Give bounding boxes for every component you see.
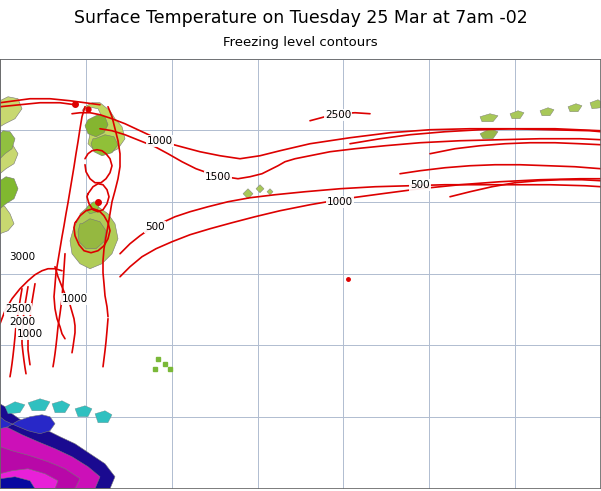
Polygon shape: [0, 477, 35, 489]
Polygon shape: [5, 402, 25, 414]
Polygon shape: [0, 131, 15, 159]
Polygon shape: [243, 189, 253, 199]
Text: 500: 500: [410, 180, 430, 190]
Polygon shape: [510, 111, 524, 119]
Polygon shape: [78, 218, 106, 249]
Text: Freezing level contours: Freezing level contours: [223, 36, 378, 49]
Polygon shape: [0, 447, 80, 489]
Polygon shape: [0, 469, 58, 489]
Polygon shape: [0, 177, 18, 209]
Polygon shape: [590, 100, 601, 109]
Polygon shape: [28, 399, 50, 411]
Text: 2500: 2500: [325, 109, 351, 120]
Polygon shape: [480, 129, 498, 139]
Text: 1000: 1000: [62, 294, 88, 304]
Polygon shape: [91, 135, 118, 156]
Text: 1500: 1500: [205, 172, 231, 182]
Polygon shape: [0, 414, 55, 434]
Polygon shape: [256, 185, 264, 193]
Text: 2500: 2500: [5, 304, 31, 314]
Polygon shape: [568, 104, 582, 112]
Polygon shape: [85, 115, 108, 136]
Text: 2000: 2000: [9, 317, 35, 327]
Polygon shape: [540, 108, 554, 116]
Polygon shape: [0, 59, 22, 234]
Text: 1000: 1000: [147, 136, 173, 146]
Text: 1000: 1000: [17, 329, 43, 339]
Polygon shape: [480, 114, 498, 122]
Polygon shape: [52, 401, 70, 413]
Text: 3000: 3000: [9, 252, 35, 262]
Polygon shape: [82, 103, 125, 154]
Polygon shape: [267, 189, 273, 195]
Polygon shape: [86, 202, 99, 214]
Polygon shape: [0, 404, 115, 489]
Polygon shape: [0, 424, 100, 489]
Text: 1000: 1000: [327, 197, 353, 207]
Polygon shape: [70, 207, 118, 269]
Polygon shape: [95, 411, 112, 423]
Text: 500: 500: [145, 222, 165, 232]
Polygon shape: [75, 406, 92, 417]
Text: Surface Temperature on Tuesday 25 Mar at 7am -02: Surface Temperature on Tuesday 25 Mar at…: [74, 9, 527, 27]
